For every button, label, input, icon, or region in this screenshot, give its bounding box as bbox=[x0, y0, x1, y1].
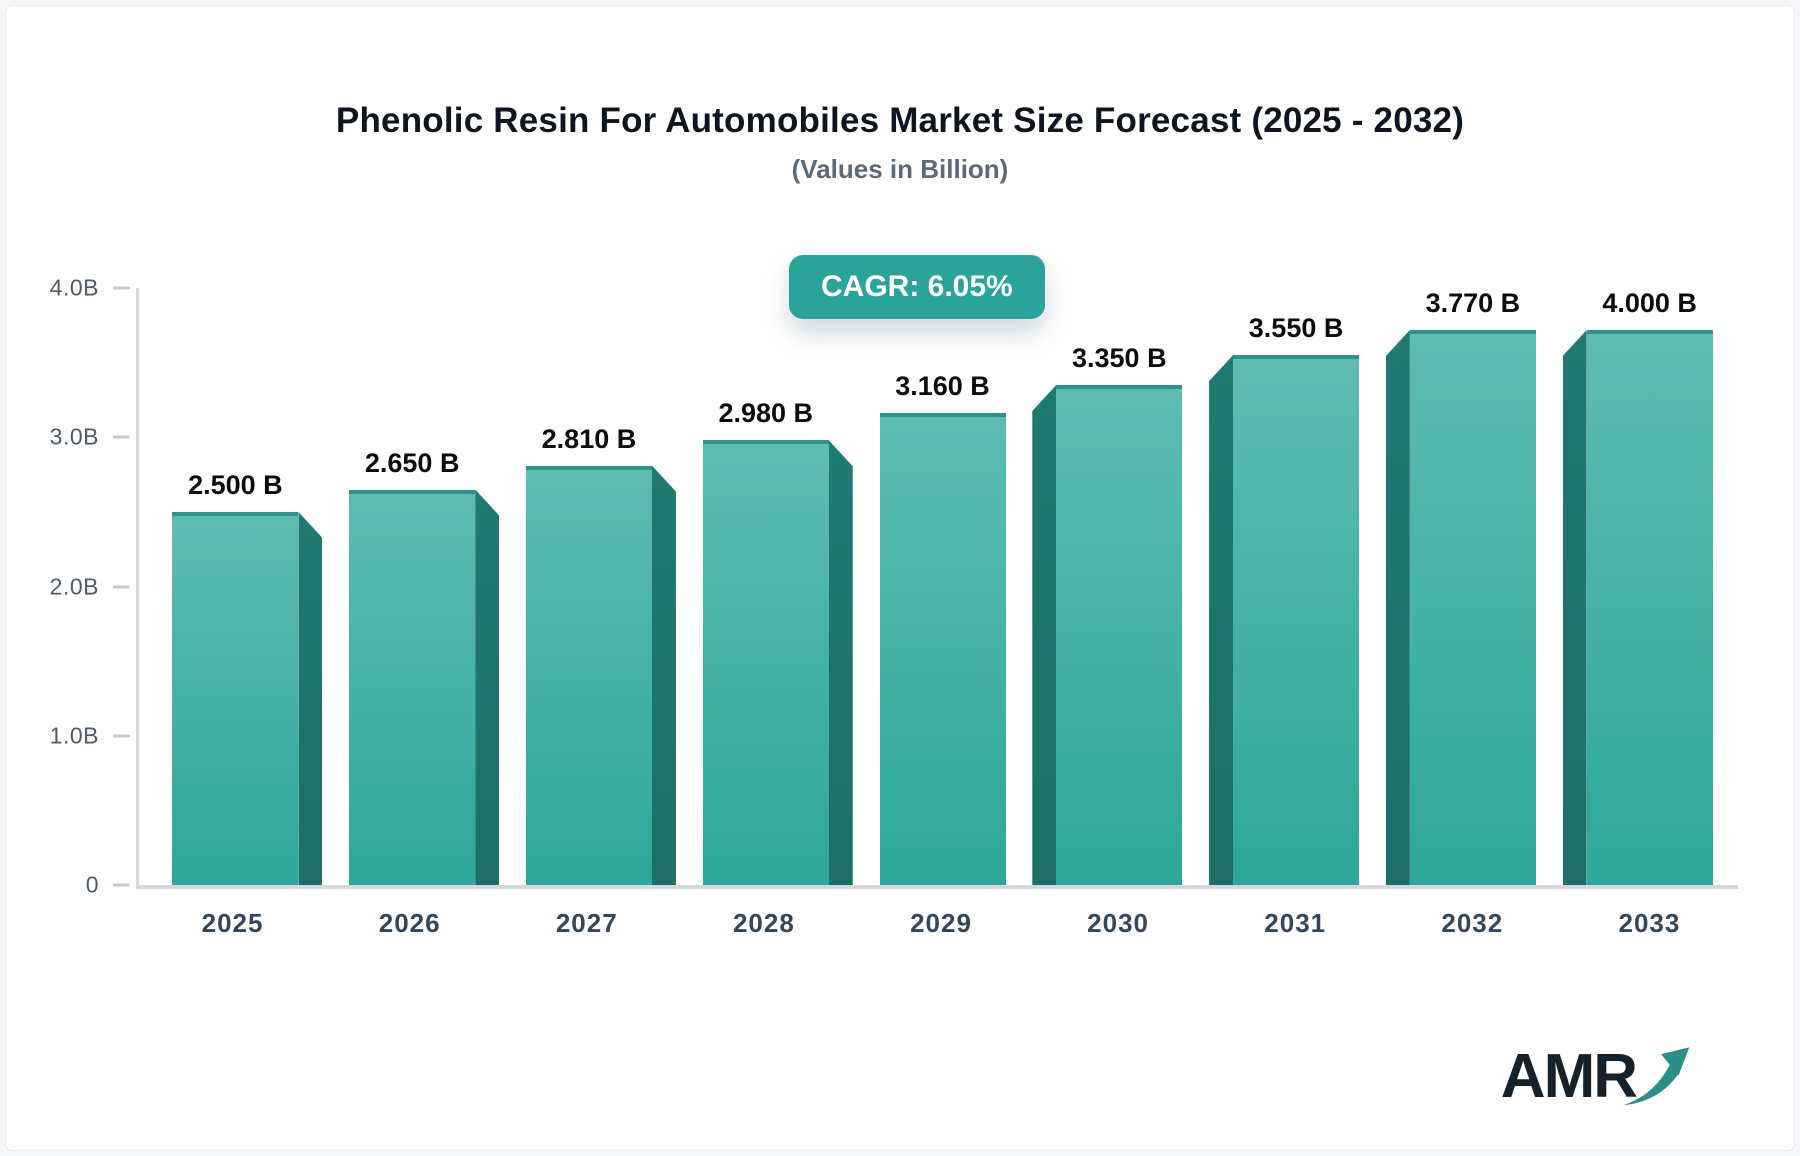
bar-value-label: 4.000 B bbox=[1602, 288, 1697, 318]
x-axis-label: 2029 bbox=[910, 908, 972, 938]
chart-subtitle: (Values in Billion) bbox=[791, 154, 1009, 184]
bar-2027 bbox=[525, 465, 676, 885]
y-tick-label: 2.0B bbox=[49, 573, 99, 599]
bar-value-label: 2.650 B bbox=[364, 447, 460, 478]
y-axis: 4.0B 3.0B 2.0B 1.0B 0 bbox=[6, 275, 136, 898]
bar-side-face bbox=[828, 440, 853, 885]
bar-value-label: 3.160 B bbox=[895, 371, 990, 402]
y-tick: 3.0B bbox=[50, 424, 130, 451]
bar-face bbox=[349, 489, 476, 885]
x-axis-label: 2027 bbox=[555, 908, 618, 938]
x-axis-label: 2032 bbox=[1441, 908, 1504, 938]
amr-logo: AMR bbox=[1501, 1042, 1696, 1108]
x-axis-label: 2026 bbox=[378, 908, 441, 938]
amr-logo-arrow-icon bbox=[1623, 1047, 1690, 1106]
bar-face bbox=[525, 465, 652, 885]
bar-2030 bbox=[1032, 385, 1183, 885]
y-tick-mark bbox=[113, 734, 130, 738]
bar-2033 bbox=[1562, 330, 1713, 885]
bar-face bbox=[1056, 385, 1183, 885]
bar-value-label: 3.770 B bbox=[1425, 288, 1521, 318]
bar-face bbox=[1586, 330, 1713, 885]
bar-2031 bbox=[1209, 355, 1360, 885]
bar-side-face bbox=[475, 489, 500, 885]
bar-side-face bbox=[1385, 330, 1410, 885]
bar-side-face bbox=[651, 465, 676, 885]
bar-value-label: 2.500 B bbox=[188, 469, 283, 500]
amr-logo-text: AMR bbox=[1500, 1042, 1638, 1111]
bar-2026 bbox=[349, 489, 500, 885]
bar-2025 bbox=[172, 511, 323, 885]
bar-value-label: 3.350 B bbox=[1072, 343, 1167, 374]
bars-row: 2.500 B 2.650 B 2.810 B 2.980 B 3.160 B 3.350… bbox=[147, 288, 1738, 885]
bar-slot: 2.500 B bbox=[147, 288, 324, 885]
bar-face bbox=[1409, 330, 1536, 885]
cagr-badge: CAGR: 6.05% bbox=[789, 255, 1045, 319]
x-axis-label: 2025 bbox=[201, 908, 264, 938]
y-tick: 1.0B bbox=[50, 722, 130, 749]
chart-card: Phenolic Resin For Automobiles Market Si… bbox=[5, 5, 1795, 1151]
chart-title: Phenolic Resin For Automobiles Market Si… bbox=[335, 101, 1465, 140]
bar-slot: 4.000 B bbox=[1561, 288, 1738, 885]
bar-2029 bbox=[879, 413, 1006, 885]
bar-value-label: 2.980 B bbox=[718, 398, 814, 429]
bar-slot: 3.350 B bbox=[1031, 288, 1208, 885]
y-tick-mark bbox=[113, 883, 130, 887]
bar-slot: 2.980 B bbox=[677, 288, 854, 885]
bar-slot: 2.650 B bbox=[324, 288, 501, 885]
x-axis-label: 2030 bbox=[1087, 908, 1150, 938]
y-tick-label: 4.0B bbox=[49, 274, 99, 301]
x-axis-label: 2028 bbox=[732, 908, 795, 938]
bar-slot: 2.810 B bbox=[501, 288, 678, 885]
bar-slot: 3.550 B bbox=[1208, 288, 1385, 885]
y-tick-mark bbox=[113, 585, 130, 588]
y-tick: 4.0B bbox=[50, 275, 130, 302]
bar-slot: 3.770 B bbox=[1384, 288, 1561, 885]
y-tick: 0 bbox=[86, 872, 130, 899]
bar-side-face bbox=[1209, 355, 1234, 885]
x-axis: 2025 2026 2027 2028 2029 2030 2031 2032 2033 bbox=[144, 908, 1738, 939]
bar-value-label: 2.810 B bbox=[541, 423, 637, 454]
y-tick-mark bbox=[113, 435, 130, 439]
bar-face bbox=[172, 511, 299, 885]
bar-side-face bbox=[1562, 330, 1587, 885]
bar-slot: 3.160 B bbox=[854, 288, 1031, 885]
y-tick-label: 0 bbox=[85, 871, 99, 898]
bar-value-label: 3.550 B bbox=[1248, 313, 1344, 344]
y-tick-mark bbox=[113, 286, 130, 290]
y-tick: 2.0B bbox=[50, 573, 130, 600]
bar-2032 bbox=[1385, 330, 1536, 885]
y-tick-label: 1.0B bbox=[49, 722, 99, 749]
bar-side-face bbox=[1032, 385, 1057, 885]
bar-face bbox=[879, 413, 1006, 885]
y-tick-label: 3.0B bbox=[49, 423, 99, 450]
x-axis-label: 2033 bbox=[1618, 908, 1681, 938]
bar-face bbox=[702, 440, 829, 885]
bar-side-face bbox=[298, 511, 323, 885]
x-axis-label: 2031 bbox=[1264, 908, 1327, 938]
bar-face bbox=[1233, 355, 1360, 885]
bar-2028 bbox=[702, 440, 853, 885]
